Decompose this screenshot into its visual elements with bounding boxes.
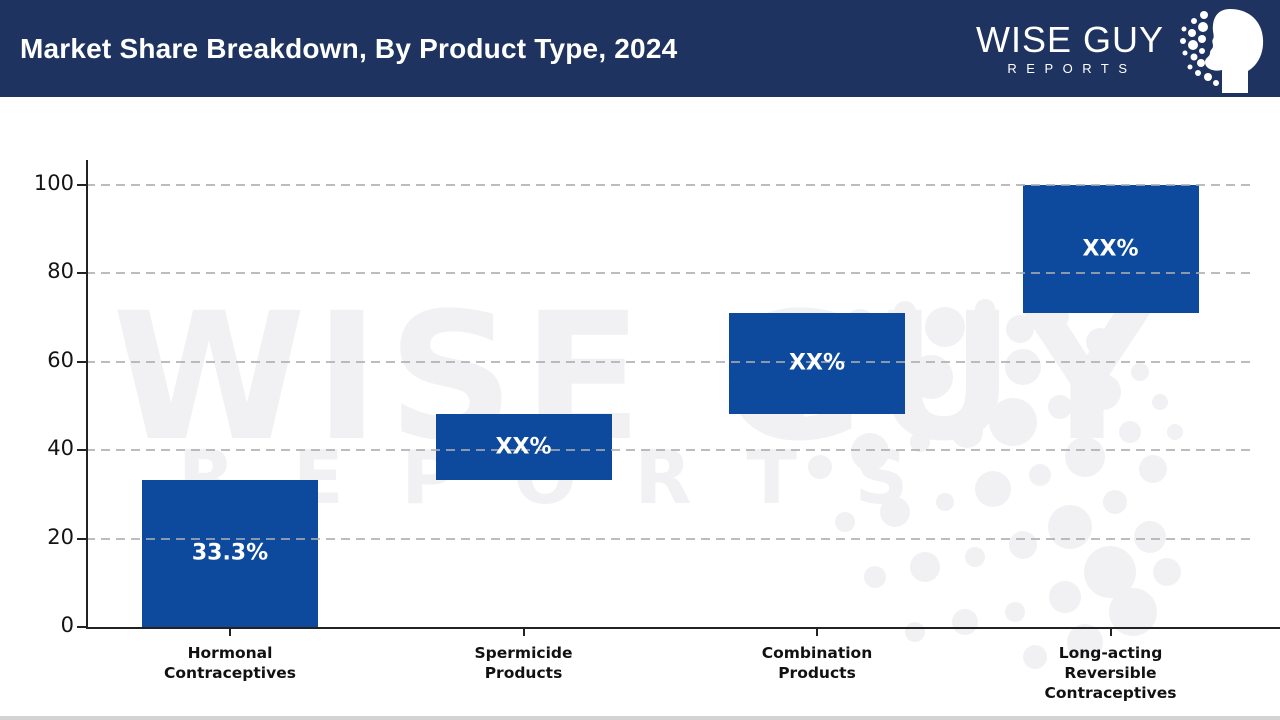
logo-wordmark-line2: REPORTS: [1007, 61, 1137, 76]
y-axis-tick-mark: [77, 449, 86, 452]
gridline: [86, 537, 1256, 540]
x-axis-category-label: Combination Products: [761, 644, 873, 682]
y-axis-tick-mark: [77, 360, 86, 363]
x-axis-tick-mark: [229, 629, 231, 636]
y-axis-tick-label: 40: [47, 436, 74, 461]
logo-wordmark: WISE GUY REPORTS: [975, 19, 1164, 77]
y-axis-tick-mark: [77, 184, 86, 186]
gridline: [86, 184, 1256, 186]
chart-area: WISE GUY REPORTS: [0, 97, 1280, 716]
bar-segment: [435, 413, 612, 480]
bar-value-label: XX%: [495, 434, 552, 460]
y-axis-tick-label: 60: [47, 347, 74, 372]
x-axis-tick-mark: [1109, 629, 1112, 636]
logo-head-icon: [1180, 8, 1264, 93]
y-axis-tick-label: 0: [60, 613, 74, 637]
x-axis-category-label: Spermicide Products: [474, 644, 573, 682]
y-axis-tick-mark: [77, 537, 86, 540]
bar-segment: [142, 479, 318, 627]
bar-segment: [1022, 185, 1199, 314]
footer-divider: [0, 716, 1280, 720]
y-axis-tick-label: 80: [47, 259, 74, 284]
logo-wordmark-line1: WISE GUY: [975, 19, 1164, 60]
bar-value-label: XX%: [1082, 236, 1139, 262]
y-axis-tick-label: 100: [33, 171, 74, 195]
y-axis-tick-mark: [77, 272, 86, 275]
y-axis-tick-mark: [77, 626, 86, 628]
gridline: [86, 449, 1256, 452]
page-title: Market Share Breakdown, By Product Type,…: [20, 32, 678, 64]
bar-value-label: 33.3%: [191, 540, 269, 566]
y-axis-line: [86, 160, 88, 629]
y-axis-tick-label: 20: [47, 524, 74, 549]
x-axis-tick-mark: [522, 629, 525, 636]
header-bar: Market Share Breakdown, By Product Type,…: [0, 0, 1280, 97]
gridline: [86, 360, 1256, 363]
x-axis-line: [86, 627, 1280, 629]
x-axis-tick-mark: [816, 629, 818, 636]
x-axis-category-label: Long-acting Reversible Contraceptives: [1044, 644, 1177, 702]
bar-value-label: XX%: [789, 350, 845, 376]
wiseguy-logo: WISE GUY REPORTS: [976, 5, 1266, 93]
gridline: [86, 272, 1256, 275]
bar-segment: [729, 313, 905, 414]
x-axis-category-label: Hormonal Contraceptives: [164, 644, 296, 682]
